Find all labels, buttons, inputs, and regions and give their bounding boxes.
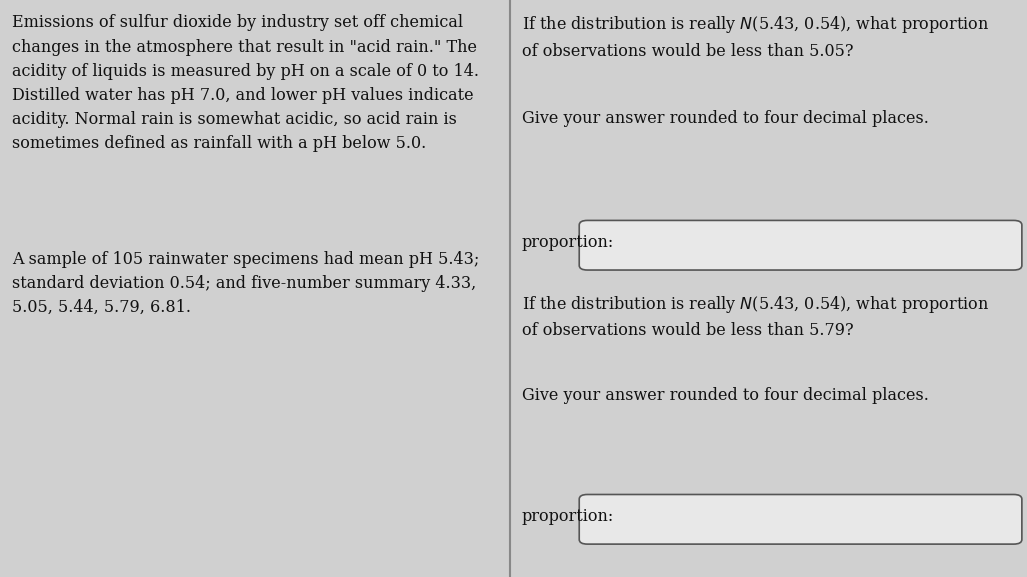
Text: Give your answer rounded to four decimal places.: Give your answer rounded to four decimal…: [522, 110, 928, 126]
Text: If the distribution is really $N$(5.43, 0.54), what proportion
of observations w: If the distribution is really $N$(5.43, …: [522, 294, 989, 339]
Text: Emissions of sulfur dioxide by industry set off chemical
changes in the atmosphe: Emissions of sulfur dioxide by industry …: [12, 14, 480, 152]
FancyBboxPatch shape: [579, 494, 1022, 544]
Text: proportion:: proportion:: [522, 508, 614, 524]
Text: Give your answer rounded to four decimal places.: Give your answer rounded to four decimal…: [522, 387, 928, 403]
Text: A sample of 105 rainwater specimens had mean pH 5.43;
standard deviation 0.54; a: A sample of 105 rainwater specimens had …: [12, 251, 480, 316]
FancyBboxPatch shape: [579, 220, 1022, 270]
Text: proportion:: proportion:: [522, 234, 614, 250]
Text: If the distribution is really $N$(5.43, 0.54), what proportion
of observations w: If the distribution is really $N$(5.43, …: [522, 14, 989, 59]
